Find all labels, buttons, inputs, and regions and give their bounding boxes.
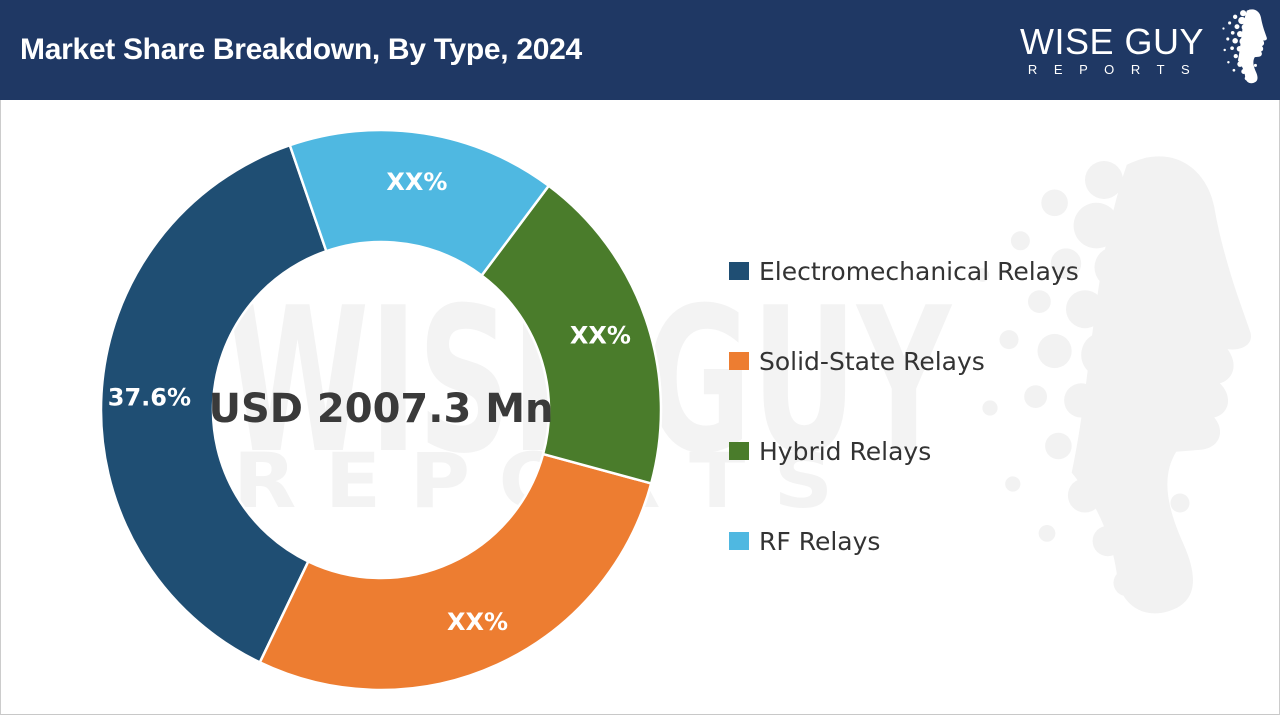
- slice-label: 37.6%: [108, 384, 191, 412]
- slice-label: XX%: [447, 608, 508, 636]
- donut-chart: WISE GUY R E P O R T S 37.6%XX%XX%XX% US…: [99, 128, 1251, 692]
- legend-swatch: [729, 442, 749, 460]
- page-title: Market Share Breakdown, By Type, 2024: [20, 33, 582, 66]
- legend-label: Electromechanical Relays: [759, 256, 1079, 286]
- legend: Electromechanical Relays Solid-State Rel…: [729, 256, 1079, 618]
- header: Market Share Breakdown, By Type, 2024 WI…: [0, 0, 1280, 100]
- logo-title: WISE GUY: [1019, 21, 1204, 63]
- chart-center-value: USD 2007.3 Mn: [209, 386, 554, 432]
- donut-slices: [99, 128, 663, 692]
- donut-slice: [480, 184, 663, 485]
- legend-swatch: [729, 262, 749, 280]
- legend-item: Solid-State Relays: [729, 346, 1079, 376]
- logo: WISE GUY R E P O R T S: [1020, 5, 1268, 95]
- legend-label: Hybrid Relays: [759, 436, 932, 466]
- logo-wordmark: WISE GUY R E P O R T S: [1020, 23, 1204, 77]
- donut-slice-labels: 37.6% XX% XX% XX%: [108, 168, 631, 636]
- legend-label: RF Relays: [759, 526, 881, 556]
- legend-item: RF Relays: [729, 526, 1079, 556]
- donut-slice: [258, 452, 653, 692]
- logo-subtitle: R E P O R T S: [1027, 61, 1197, 77]
- donut-slice: [99, 144, 328, 664]
- legend-item: Hybrid Relays: [729, 436, 1079, 466]
- slice-label: XX%: [570, 321, 631, 349]
- legend-swatch: [729, 352, 749, 370]
- legend-swatch: [729, 532, 749, 550]
- legend-label: Solid-State Relays: [759, 346, 985, 376]
- logo-face-icon: [1206, 7, 1268, 93]
- donut-slice: [288, 128, 550, 277]
- slice-label: XX%: [386, 168, 447, 196]
- legend-item: Electromechanical Relays: [729, 256, 1079, 286]
- chart-panel: WISE GUY R E P O R T S 37.6%XX%XX%XX% US…: [0, 100, 1280, 715]
